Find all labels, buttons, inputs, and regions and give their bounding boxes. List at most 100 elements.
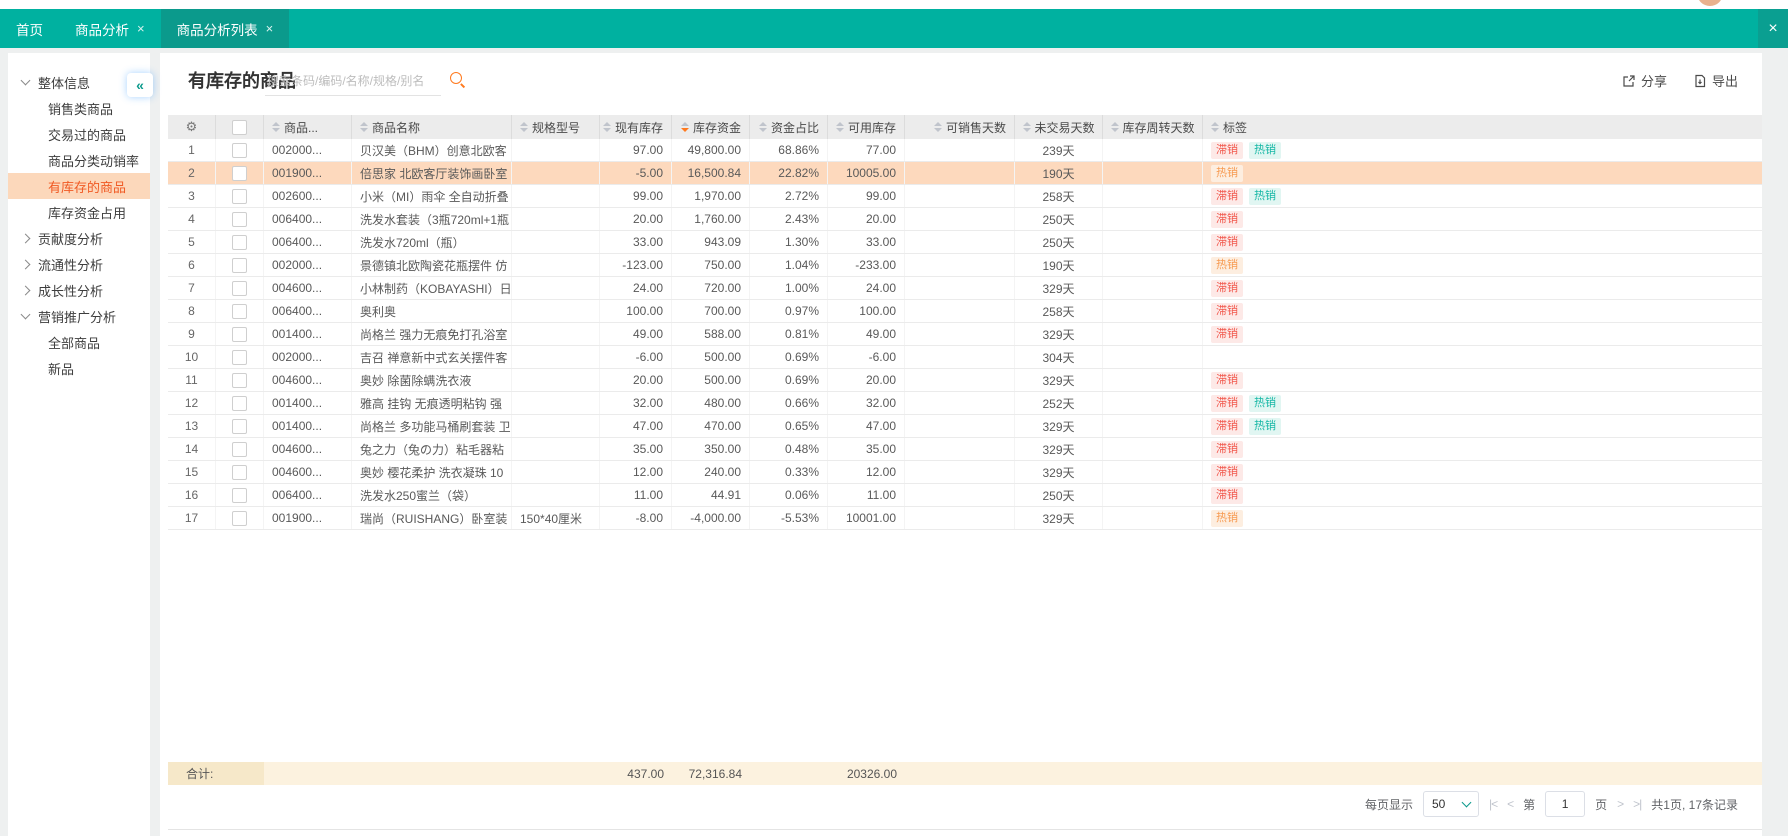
table-row[interactable]: 14 004600... 兔之力（兔の力）粘毛器粘 35.00 350.00 0.48% 3… [168,438,1762,461]
row-checkbox[interactable] [232,234,247,250]
search-icon[interactable] [448,70,466,88]
table-row[interactable]: 13 001400... 尚格兰 多功能马桶刷套装 卫 47.00 470.00 0.65… [168,415,1762,438]
tab-首页[interactable]: 首页 [16,22,43,38]
column-header-idx[interactable]: ⚙ [168,115,216,139]
column-header-no_trade_days[interactable]: 未交易天数 [1015,115,1103,139]
sidebar-collapse-button[interactable]: « [127,73,153,97]
row-checkbox[interactable] [232,372,247,388]
row-checkbox[interactable] [232,280,247,296]
summary-avail: 20326.00 [846,766,897,781]
table-row[interactable]: 8 006400... 奥利奥 100.00 700.00 0.97% 100.00 258天… [168,300,1762,323]
select-all-checkbox[interactable] [232,119,247,135]
sidebar-item-营销推广分析[interactable]: 营销推广分析 [8,303,150,329]
sidebar-item-新品[interactable]: 新品 [48,361,75,377]
column-header-name[interactable]: 商品名称 [352,115,512,139]
cell-no_trade_days: 329天 [1015,277,1103,299]
cell-spec: 150*40厘米 [512,507,600,529]
page-number-input[interactable] [1545,791,1586,817]
row-checkbox[interactable] [232,303,247,319]
sidebar-item-库存资金占用[interactable]: 库存资金占用 [48,205,127,221]
tab-商品分析列表[interactable]: 商品分析列表 × [160,9,290,48]
share-button[interactable]: 分享 [1622,71,1667,90]
search-input[interactable] [265,67,441,96]
row-checkbox[interactable] [232,418,247,434]
cell-fund: 480.00 [672,392,750,414]
sidebar-item-成长性分析[interactable]: 成长性分析 [8,277,150,303]
tab-商品分析[interactable]: 商品分析 × [75,21,145,38]
tab-close-icon[interactable]: × [137,21,145,36]
cell-fund: 16,500.84 [672,162,750,184]
tag-热销: 热销 [1211,256,1243,274]
row-checkbox[interactable] [232,165,247,181]
table-row[interactable]: 1 002000... 贝汉美（BHM）创意北欧客 97.00 49,800.00 68.… [168,139,1762,162]
table-row[interactable]: 12 001400... 雅高 挂钩 无痕透明粘钩 强 32.00 480.00 0.66… [168,392,1762,415]
row-checkbox[interactable] [232,211,247,227]
table-row[interactable]: 11 004600... 奥妙 除菌除螨洗衣液 20.00 500.00 0.69% 20.… [168,369,1762,392]
table-row[interactable]: 6 002000... 景德镇北欧陶瓷花瓶摆件 仿 -123.00 750.00 1.04… [168,254,1762,277]
cell-spec [512,300,600,322]
cell-turnover_days [1103,507,1203,529]
cell-stock: -5.00 [600,162,672,184]
cell-tags: 热销 [1203,507,1762,529]
row-checkbox[interactable] [232,395,247,411]
cell-turnover_days [1103,438,1203,460]
sort-icon [758,122,767,132]
row-checkbox[interactable] [232,464,247,480]
sidebar-item-流通性分析[interactable]: 流通性分析 [8,251,150,277]
row-checkbox[interactable] [232,487,247,503]
column-header-spec[interactable]: 规格型号 [512,115,600,139]
cell-spec [512,415,600,437]
close-icon[interactable]: × [1758,9,1788,48]
cell-code: 006400... [264,300,352,322]
tab-close-icon[interactable]: × [265,21,274,36]
prev-page-icon[interactable]: < [1507,797,1514,811]
column-header-fund[interactable]: 库存资金 [672,115,750,139]
column-settings-icon[interactable]: ⚙ [185,119,198,134]
column-header-code[interactable]: 商品... [264,115,352,139]
table-row[interactable]: 10 002000... 吉召 禅意新中式玄关摆件客 -6.00 500.00 0.69%… [168,346,1762,369]
column-header-sale_days[interactable]: 可销售天数 [905,115,1015,139]
sidebar-item-整体信息[interactable]: 整体信息 [8,69,150,95]
table-row[interactable]: 17 001900... 瑞尚（RUISHANG）卧室装 150*40厘米 -8.00-… [168,507,1762,530]
page-size-select[interactable]: 50 [1422,791,1479,817]
next-page-icon[interactable]: > [1617,797,1624,811]
cell-spec [512,162,600,184]
table-row[interactable]: 2 001900... 倍思家 北欧客厅装饰画卧室 -5.00 16,500.84 22.… [168,162,1762,185]
column-header-avail[interactable]: 可用库存 [828,115,905,139]
table-row[interactable]: 5 006400... 洗发水720ml（瓶） 33.00 943.09 1.30% 33.… [168,231,1762,254]
cell-avail: -233.00 [828,254,905,276]
sidebar-item-贡献度分析[interactable]: 贡献度分析 [8,225,150,251]
cell-avail: 20.00 [828,208,905,230]
column-header-check[interactable] [216,115,264,139]
table-row[interactable]: 15 004600... 奥妙 樱花柔护 洗衣凝珠 10 12.00 240.00 0.3… [168,461,1762,484]
cell-ratio: 0.69% [750,346,828,368]
row-checkbox[interactable] [232,349,247,365]
cell-ratio: 1.30% [750,231,828,253]
cell-check [216,300,264,322]
cell-code: 002000... [264,346,352,368]
row-checkbox[interactable] [232,257,247,273]
first-page-icon[interactable]: |< [1488,797,1498,811]
column-header-tags[interactable]: 标签 [1203,115,1762,139]
column-header-ratio[interactable]: 资金占比 [750,115,828,139]
sidebar-item-全部商品[interactable]: 全部商品 [48,335,101,351]
row-checkbox[interactable] [232,441,247,457]
cell-avail: 24.00 [828,277,905,299]
column-header-turnover_days[interactable]: 库存周转天数 [1103,115,1203,139]
table-row[interactable]: 16 006400... 洗发水250蜜兰（袋） 11.00 44.91 0.06% 11.… [168,484,1762,507]
table-row[interactable]: 4 006400... 洗发水套装（3瓶720ml+1瓶 20.00 1,760.00 2… [168,208,1762,231]
export-button[interactable]: 导出 [1693,71,1738,90]
sidebar-item-有库存的商品[interactable]: 有库存的商品 [8,173,150,199]
sidebar-item-商品分类动销率[interactable]: 商品分类动销率 [48,153,140,169]
row-checkbox[interactable] [232,188,247,204]
column-header-stock[interactable]: 现有库存 [600,115,672,139]
row-checkbox[interactable] [232,142,247,158]
table-row[interactable]: 9 001400... 尚格兰 强力无痕免打孔浴室 49.00 588.00 0.81% 4… [168,323,1762,346]
table-row[interactable]: 3 002600... 小米（MI）雨伞 全自动折叠 99.00 1,970.00 2.7… [168,185,1762,208]
sidebar-item-交易过的商品[interactable]: 交易过的商品 [48,127,127,143]
last-page-icon[interactable]: >| [1633,797,1642,811]
row-checkbox[interactable] [232,510,247,526]
row-checkbox[interactable] [232,326,247,342]
table-row[interactable]: 7 004600... 小林制药（KOBAYASHI）日 24.00 720.00 1.0… [168,277,1762,300]
sidebar-item-销售类商品[interactable]: 销售类商品 [48,101,114,117]
